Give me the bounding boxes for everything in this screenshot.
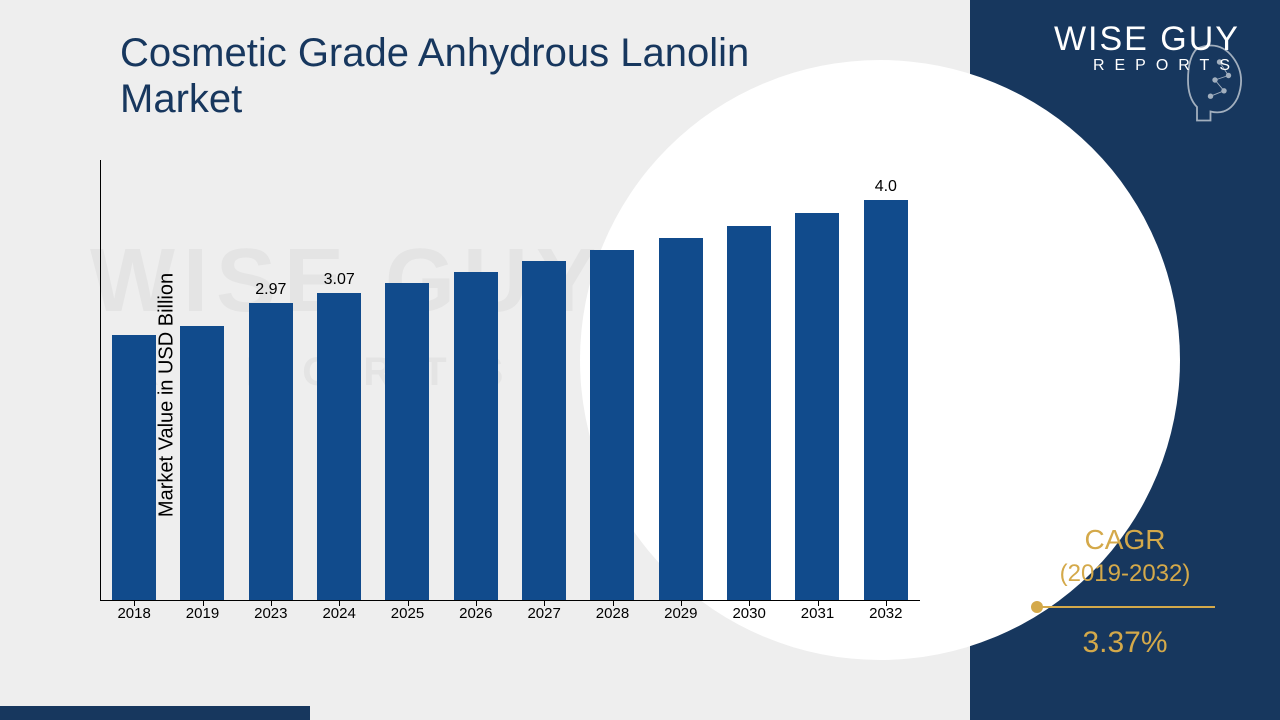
- x-tick-label: 2018: [100, 605, 168, 622]
- bar-value-label: 2.97: [237, 281, 305, 299]
- x-axis-line: [100, 600, 920, 601]
- bar-value-label: 3.07: [305, 271, 373, 289]
- bar: [727, 226, 771, 600]
- x-tick-label: 2028: [578, 605, 646, 622]
- bar-group: [373, 283, 441, 600]
- x-tick-label: 2031: [783, 605, 851, 622]
- head-network-icon: [1170, 35, 1260, 125]
- x-tick-label: 2024: [305, 605, 373, 622]
- bar: [249, 303, 293, 600]
- bar: [385, 283, 429, 600]
- bar-group: 2.97: [237, 303, 305, 600]
- x-tick-label: 2023: [237, 605, 305, 622]
- bar-group: [100, 335, 168, 600]
- bars-area: 2.973.07 4.0: [100, 160, 920, 600]
- brand-logo: WISE GUY REPORTS: [1054, 20, 1240, 75]
- bar: [864, 200, 908, 600]
- bar-group: [578, 250, 646, 600]
- cagr-block: CAGR (2019-2032) 3.37%: [1010, 524, 1240, 660]
- bar-group: [783, 213, 851, 600]
- cagr-divider: [1035, 606, 1215, 608]
- bar-group: 3.07: [305, 293, 373, 600]
- x-tick-label: 2026: [442, 605, 510, 622]
- bar: [659, 238, 703, 600]
- bar: [522, 261, 566, 600]
- bar-group: [168, 326, 236, 600]
- bar-group: [442, 272, 510, 600]
- bar-group: [647, 238, 715, 600]
- x-tick-label: 2019: [168, 605, 236, 622]
- bar-group: [715, 226, 783, 600]
- bar-chart: Market Value in USD Billion 2.973.074.0 …: [60, 160, 930, 630]
- bar: [590, 250, 634, 600]
- bottom-accent-bar: [0, 706, 310, 720]
- bar: [317, 293, 361, 600]
- cagr-title: CAGR: [1010, 524, 1240, 556]
- bar: [795, 213, 839, 600]
- x-tick-label: 2030: [715, 605, 783, 622]
- chart-title: Cosmetic Grade Anhydrous Lanolin Market: [120, 30, 820, 122]
- cagr-value: 3.37%: [1010, 626, 1240, 660]
- bar: [180, 326, 224, 600]
- x-tick-label: 2025: [373, 605, 441, 622]
- bar-value-label: 4.0: [852, 178, 920, 196]
- cagr-range: (2019-2032): [1010, 560, 1240, 588]
- bar: [454, 272, 498, 600]
- bar-group: 4.0: [852, 200, 920, 600]
- bar: [112, 335, 156, 600]
- x-tick-label: 2027: [510, 605, 578, 622]
- bar-group: [510, 261, 578, 600]
- x-tick-label: 2032: [852, 605, 920, 622]
- x-tick-label: 2029: [647, 605, 715, 622]
